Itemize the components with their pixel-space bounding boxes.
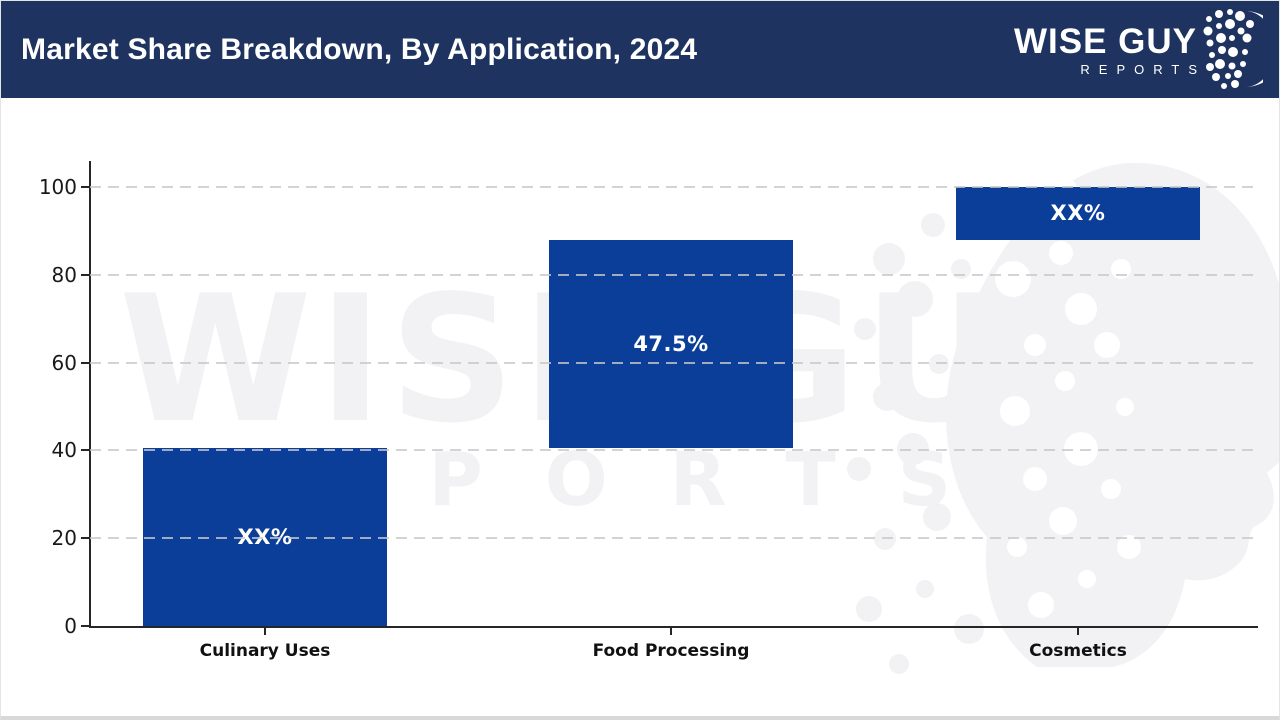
y-tick-mark-0: [81, 625, 89, 627]
gridline-80: [90, 273, 1257, 276]
y-tick-mark-100: [81, 186, 89, 188]
gridline-20: [90, 537, 1257, 540]
wiseguy-logo: WISE GUY REPORTS: [1014, 7, 1263, 93]
page-title: Market Share Breakdown, By Application, …: [21, 32, 698, 66]
logo-head-icon: [1203, 8, 1263, 89]
y-tick-label-80: 80: [51, 262, 77, 287]
header: Market Share Breakdown, By Application, …: [1, 1, 1279, 98]
x-tick-mark-cosmetics: [1077, 628, 1079, 635]
y-tick-label-20: 20: [51, 526, 77, 551]
gridline-40: [90, 449, 1257, 452]
x-tick-mark-food-processing: [670, 628, 672, 635]
y-tick-label-60: 60: [51, 350, 77, 375]
y-tick-mark-80: [81, 273, 89, 276]
bar-value-label-food-processing: 47.5%: [633, 331, 709, 356]
logo-wordmark: WISE GUY: [1013, 21, 1197, 61]
y-tick-mark-40: [81, 449, 89, 452]
bar-value-label-cosmetics: XX%: [1050, 201, 1106, 226]
x-axis-label-cosmetics: Cosmetics: [1029, 641, 1127, 661]
bar-value-label-culinary-uses: XX%: [237, 525, 293, 550]
gridline-100: [90, 186, 1257, 188]
watermark-head-icon: [847, 162, 1279, 674]
x-tick-mark-culinary-uses: [264, 628, 266, 635]
logo-subtext: REPORTS: [1080, 61, 1206, 77]
y-tick-mark-20: [81, 537, 89, 540]
y-tick-label-100: 100: [38, 175, 77, 199]
bar-cosmetics: XX%: [956, 187, 1200, 240]
x-axis-label-food-processing: Food Processing: [592, 641, 750, 661]
y-tick-label-0: 0: [64, 614, 77, 638]
bar-culinary-uses: XX%: [143, 448, 387, 626]
gridline-60: [90, 361, 1257, 364]
y-tick-label-40: 40: [51, 438, 77, 463]
y-tick-mark-60: [81, 361, 89, 364]
x-axis-label-culinary-uses: Culinary Uses: [199, 641, 331, 661]
y-axis-line: [89, 161, 91, 628]
bar-food-processing: 47.5%: [549, 239, 793, 449]
x-axis-line: [89, 626, 1258, 628]
